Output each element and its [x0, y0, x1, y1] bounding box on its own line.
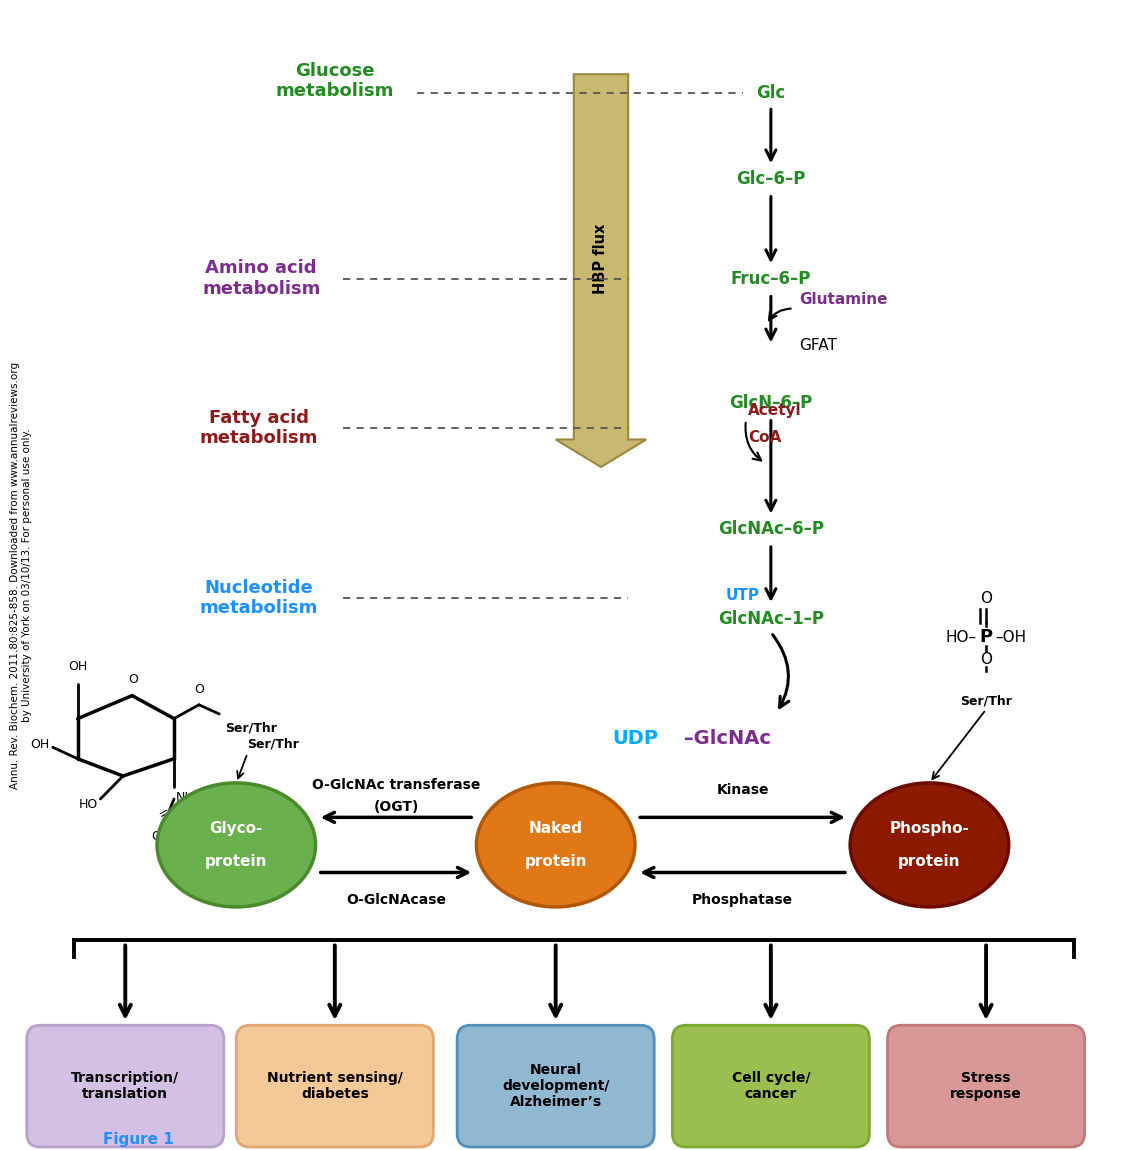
Text: O-GlcNAcase: O-GlcNAcase [346, 894, 446, 907]
Text: UTP: UTP [726, 588, 760, 603]
Text: OH: OH [31, 738, 50, 751]
Text: Annu. Rev. Biochem. 2011.80:825-858. Downloaded from www.annualreviews.org
by Un: Annu. Rev. Biochem. 2011.80:825-858. Dow… [10, 361, 32, 789]
Text: OH: OH [68, 660, 87, 673]
Text: Stress
response: Stress response [950, 1071, 1022, 1102]
Text: HO–: HO– [946, 629, 978, 644]
Text: Figure 1: Figure 1 [103, 1132, 174, 1147]
Text: Ser/Thr: Ser/Thr [247, 738, 299, 751]
Text: Nucleotide
metabolism: Nucleotide metabolism [200, 578, 319, 618]
FancyBboxPatch shape [457, 1026, 654, 1147]
FancyBboxPatch shape [672, 1026, 870, 1147]
Text: O: O [151, 830, 161, 843]
Text: (OGT): (OGT) [373, 800, 418, 814]
Text: NH: NH [176, 791, 195, 804]
Text: Phosphatase: Phosphatase [692, 894, 793, 907]
Text: –OH: –OH [996, 629, 1026, 644]
Text: GFAT: GFAT [799, 338, 837, 353]
FancyBboxPatch shape [236, 1026, 433, 1147]
Text: protein: protein [524, 853, 587, 868]
Text: GlcNAc–6–P: GlcNAc–6–P [718, 520, 824, 538]
Text: Naked: Naked [528, 821, 583, 836]
Polygon shape [556, 75, 646, 467]
Text: O-GlcNAc transferase: O-GlcNAc transferase [312, 779, 480, 792]
Text: Glucose
metabolism: Glucose metabolism [276, 62, 393, 100]
Text: –GlcNAc: –GlcNAc [684, 729, 771, 748]
Text: Cell cycle/
cancer: Cell cycle/ cancer [731, 1071, 810, 1102]
Text: HBP flux: HBP flux [593, 224, 609, 294]
FancyBboxPatch shape [888, 1026, 1084, 1147]
Text: O: O [980, 591, 992, 606]
Text: Ser/Thr: Ser/Thr [225, 721, 277, 734]
Text: UDP: UDP [612, 729, 659, 748]
Text: CoA: CoA [748, 430, 781, 445]
Text: O: O [980, 652, 992, 667]
Ellipse shape [156, 783, 315, 907]
Text: =: = [156, 805, 174, 823]
Text: GlcN–6–P: GlcN–6–P [729, 393, 812, 412]
Text: Nutrient sensing/
diabetes: Nutrient sensing/ diabetes [266, 1071, 403, 1102]
Ellipse shape [850, 783, 1009, 907]
Text: O: O [128, 674, 138, 687]
Text: CH₃: CH₃ [185, 840, 209, 852]
Text: Transcription/
translation: Transcription/ translation [71, 1071, 179, 1102]
FancyBboxPatch shape [27, 1026, 223, 1147]
Text: Fatty acid
metabolism: Fatty acid metabolism [200, 408, 319, 447]
Text: Neural
development/
Alzheimer’s: Neural development/ Alzheimer’s [502, 1063, 609, 1110]
Text: Ser/Thr: Ser/Thr [960, 695, 1012, 707]
Text: Glc: Glc [756, 84, 786, 101]
Text: O: O [194, 683, 204, 696]
Text: Fruc–6–P: Fruc–6–P [730, 269, 811, 288]
Text: Phospho-: Phospho- [889, 821, 970, 836]
Text: Glyco-: Glyco- [210, 821, 263, 836]
Text: Glc–6–P: Glc–6–P [736, 170, 805, 187]
Text: protein: protein [205, 853, 268, 868]
Text: protein: protein [898, 853, 960, 868]
Text: Acetyl: Acetyl [748, 404, 802, 419]
Text: Kinase: Kinase [717, 783, 769, 797]
Text: Glutamine: Glutamine [799, 292, 888, 307]
Ellipse shape [476, 783, 635, 907]
Text: HO: HO [79, 798, 99, 811]
Text: P: P [980, 628, 992, 646]
Text: Amino acid
metabolism: Amino acid metabolism [202, 259, 321, 298]
Text: GlcNAc–1–P: GlcNAc–1–P [718, 610, 824, 628]
